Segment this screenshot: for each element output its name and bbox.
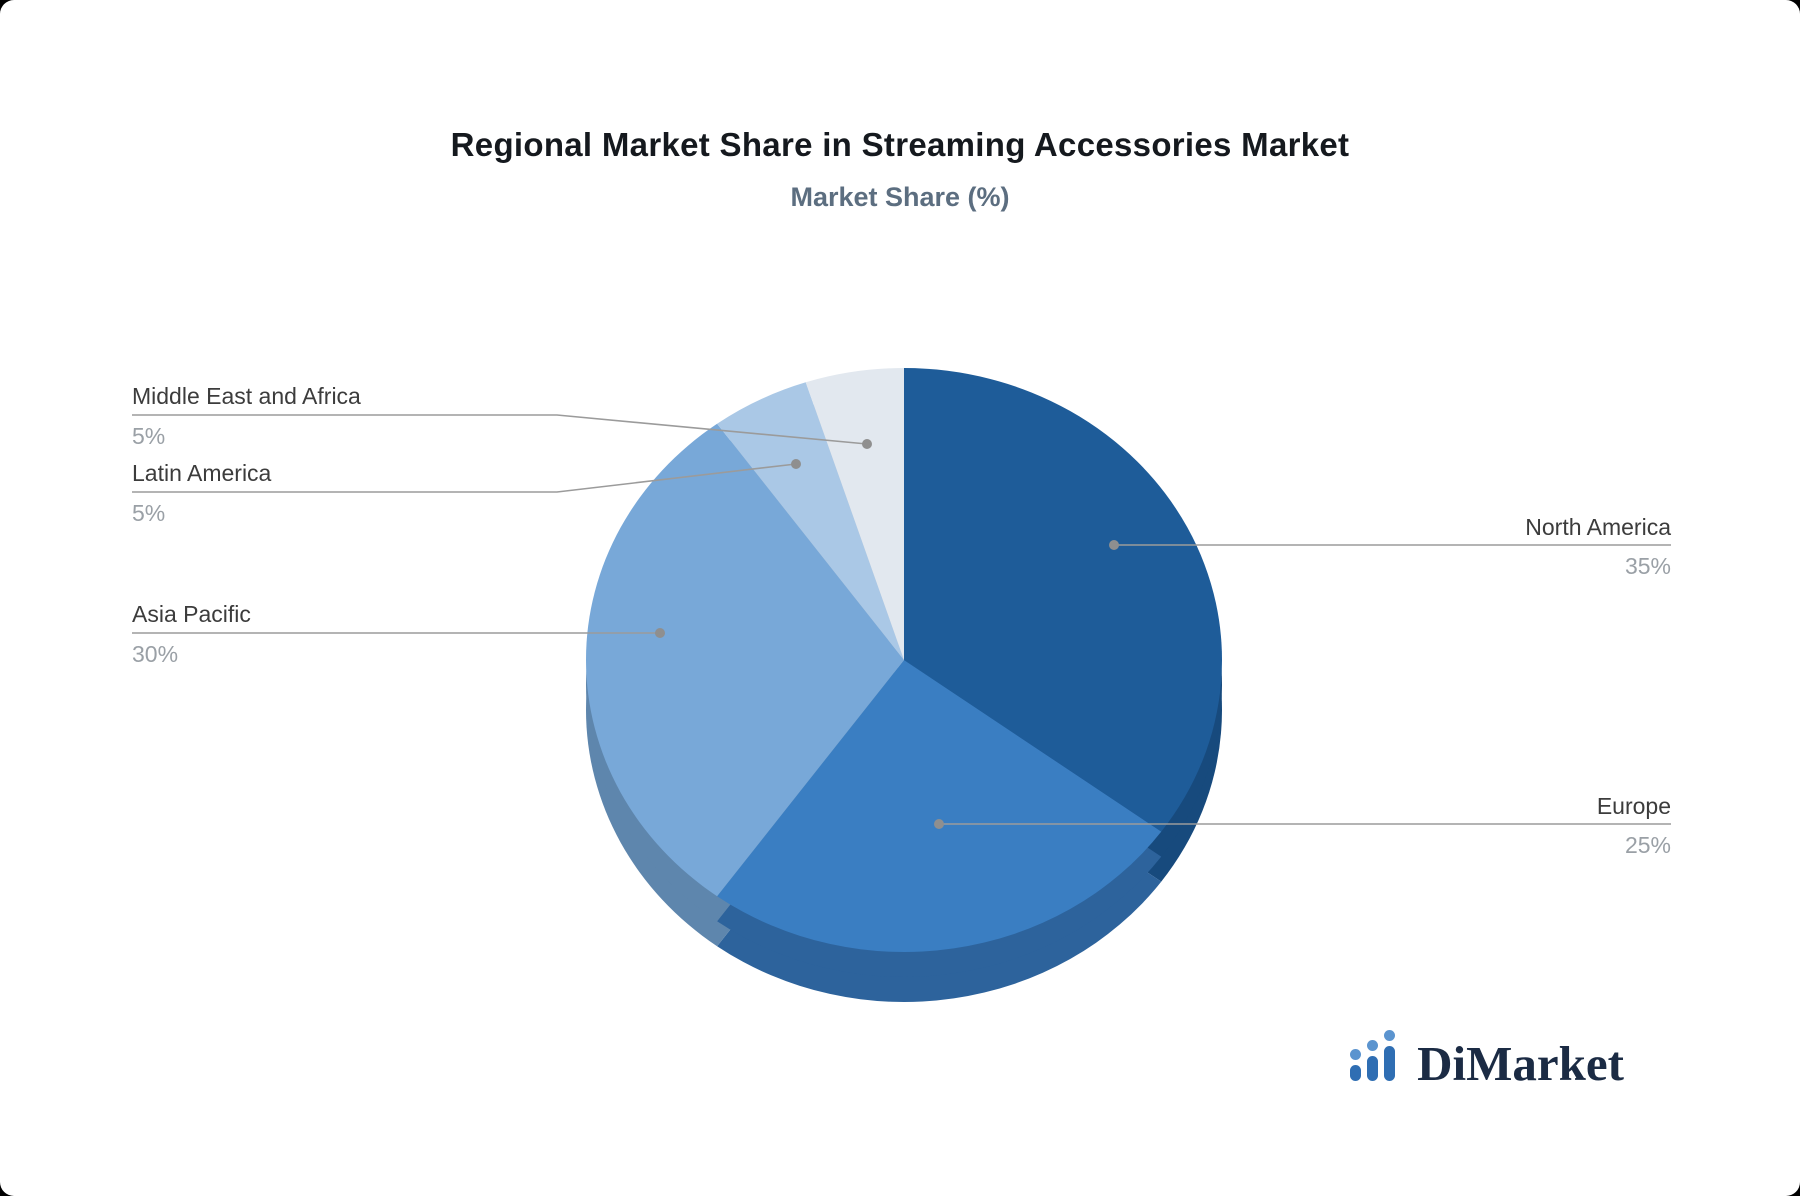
- callout-dot-asia-pacific: [655, 628, 665, 638]
- pie-slice-europe: [717, 660, 1162, 952]
- callout-dot-europe: [934, 819, 944, 829]
- logo-bars-icon: [1350, 1030, 1401, 1081]
- callout-value-europe: 25%: [1624, 832, 1671, 858]
- callout-dot-latin-america: [791, 459, 801, 469]
- callout-value-north-america: 35%: [1624, 553, 1671, 579]
- callout-label-latin-america: Latin America: [132, 460, 272, 486]
- callout-label-middle-east-and-africa: Middle East and Africa: [132, 383, 361, 409]
- dimarket-logo: DiMarket: [1350, 1030, 1624, 1088]
- pie-slice-north-america: [904, 368, 1222, 832]
- callout-label-europe: Europe: [1596, 793, 1671, 819]
- callout-value-latin-america: 5%: [132, 500, 166, 526]
- pie-slice-latin-america: [717, 382, 904, 660]
- callout-value-asia-pacific: 30%: [132, 641, 179, 667]
- callout-line-latin-america: [132, 463, 797, 493]
- logo-text: DiMarket: [1417, 1036, 1624, 1091]
- chart-title: Regional Market Share in Streaming Acces…: [450, 126, 1350, 163]
- callout-dot-middle-east-and-africa: [862, 439, 872, 449]
- chart-subtitle: Market Share (%): [790, 182, 1010, 212]
- callout-dot-north-america: [1109, 540, 1119, 550]
- callout-line-middle-east-and-africa: [132, 414, 868, 445]
- callout-label-asia-pacific: Asia Pacific: [132, 601, 251, 627]
- callout-value-middle-east-and-africa: 5%: [132, 423, 166, 449]
- callout-label-north-america: North America: [1525, 514, 1671, 540]
- chart-header: Regional Market Share in Streaming Acces…: [0, 126, 1800, 213]
- pie-slice-asia-pacific: [585, 423, 904, 897]
